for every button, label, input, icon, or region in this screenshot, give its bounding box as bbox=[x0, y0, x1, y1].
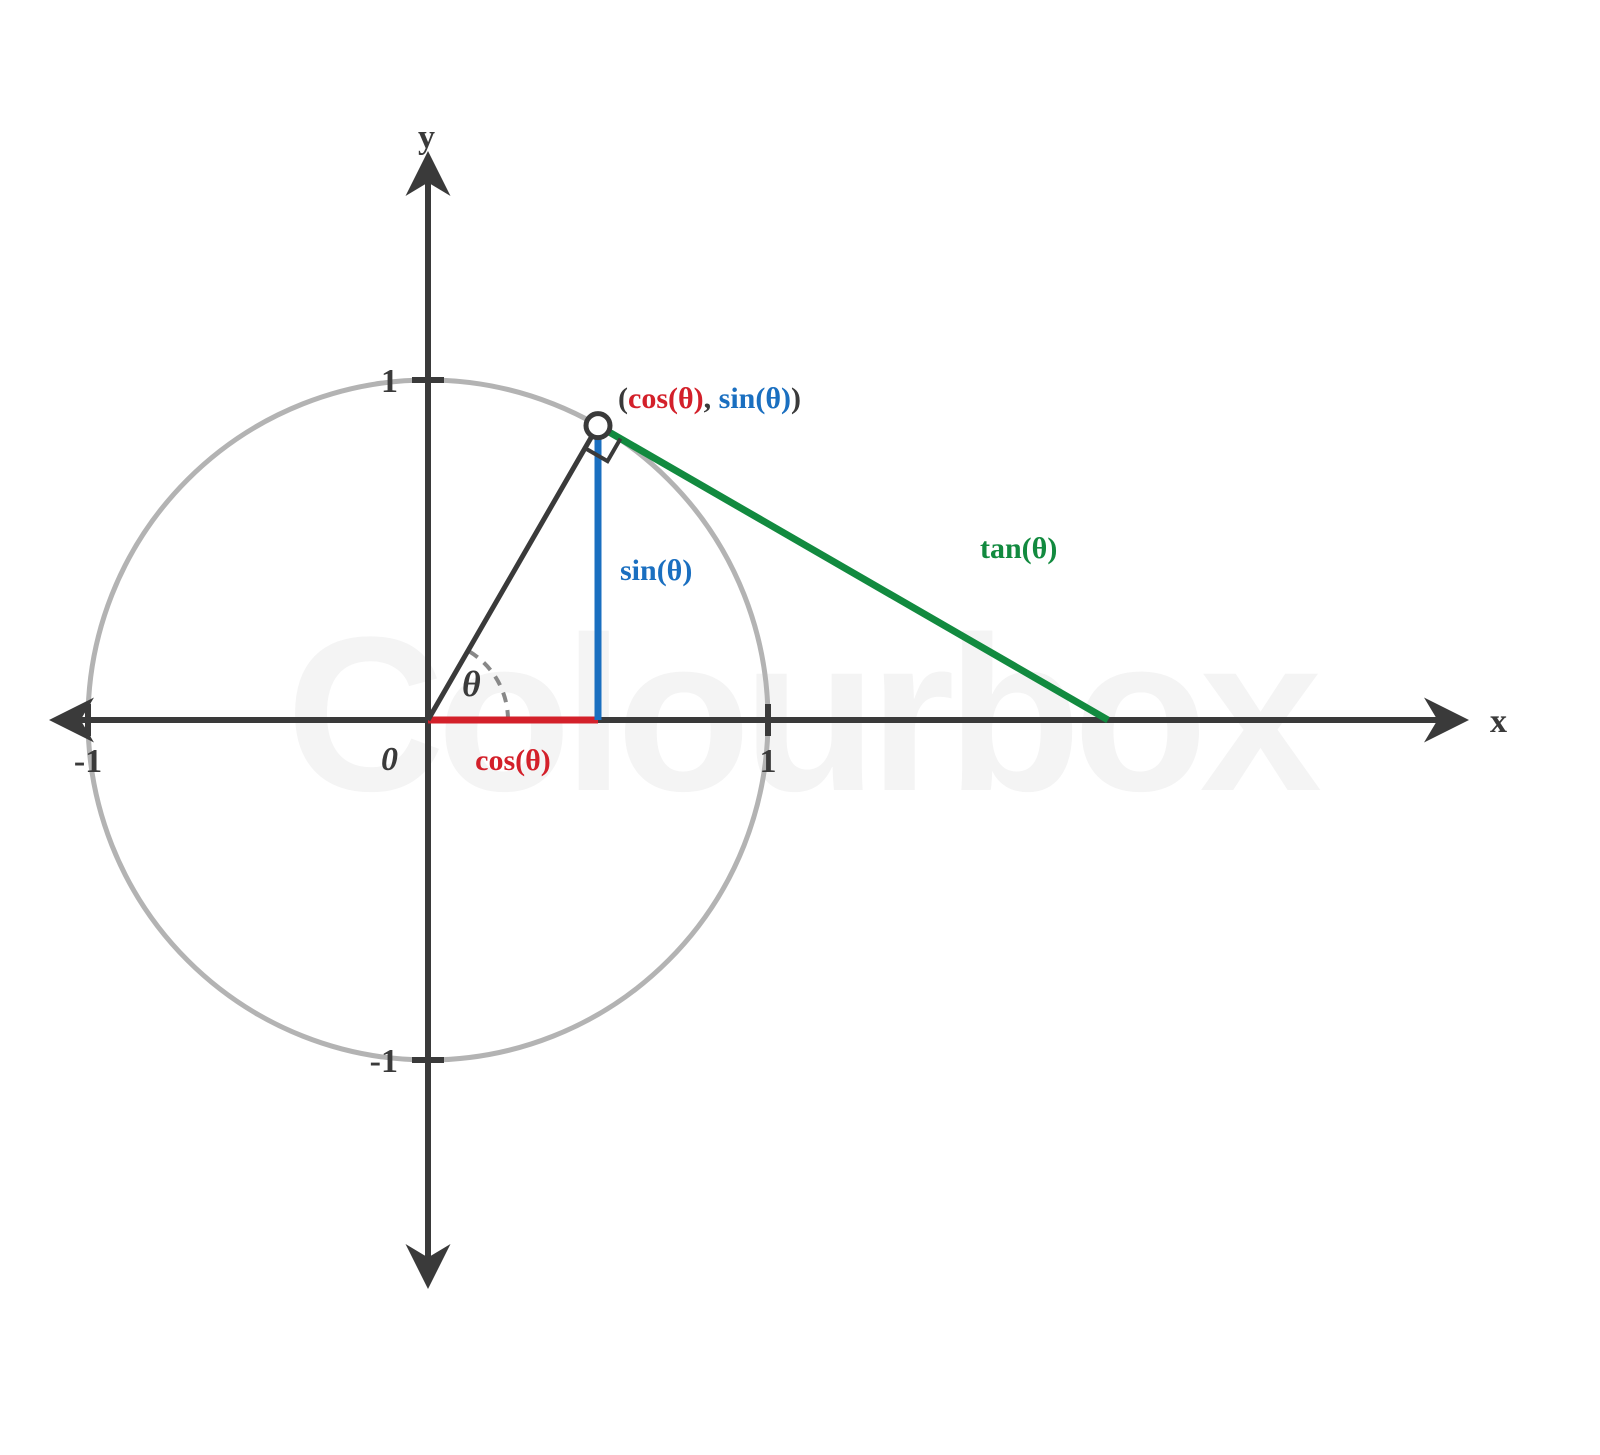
tick-label-y-pos1: 1 bbox=[381, 363, 398, 400]
tick-label-y-neg1: -1 bbox=[370, 1043, 398, 1080]
sin-label: sin(θ) bbox=[620, 554, 692, 587]
watermark-text: Colourbox bbox=[286, 591, 1321, 837]
unit-circle-diagram: Colourbox -1 1 1 -1 x y 0 θ cos(θ) bbox=[0, 0, 1600, 1455]
y-axis-label: y bbox=[418, 119, 435, 156]
tan-label: tan(θ) bbox=[980, 532, 1057, 565]
point-label: (cos(θ), sin(θ)) bbox=[618, 382, 801, 415]
cos-label: cos(θ) bbox=[475, 744, 551, 777]
tick-label-x-pos1: 1 bbox=[760, 743, 777, 780]
theta-label: θ bbox=[462, 664, 481, 704]
origin-label: 0 bbox=[381, 741, 398, 778]
point-on-circle bbox=[586, 414, 610, 438]
tick-label-x-neg1: -1 bbox=[74, 743, 102, 780]
x-axis-label: x bbox=[1490, 703, 1507, 740]
